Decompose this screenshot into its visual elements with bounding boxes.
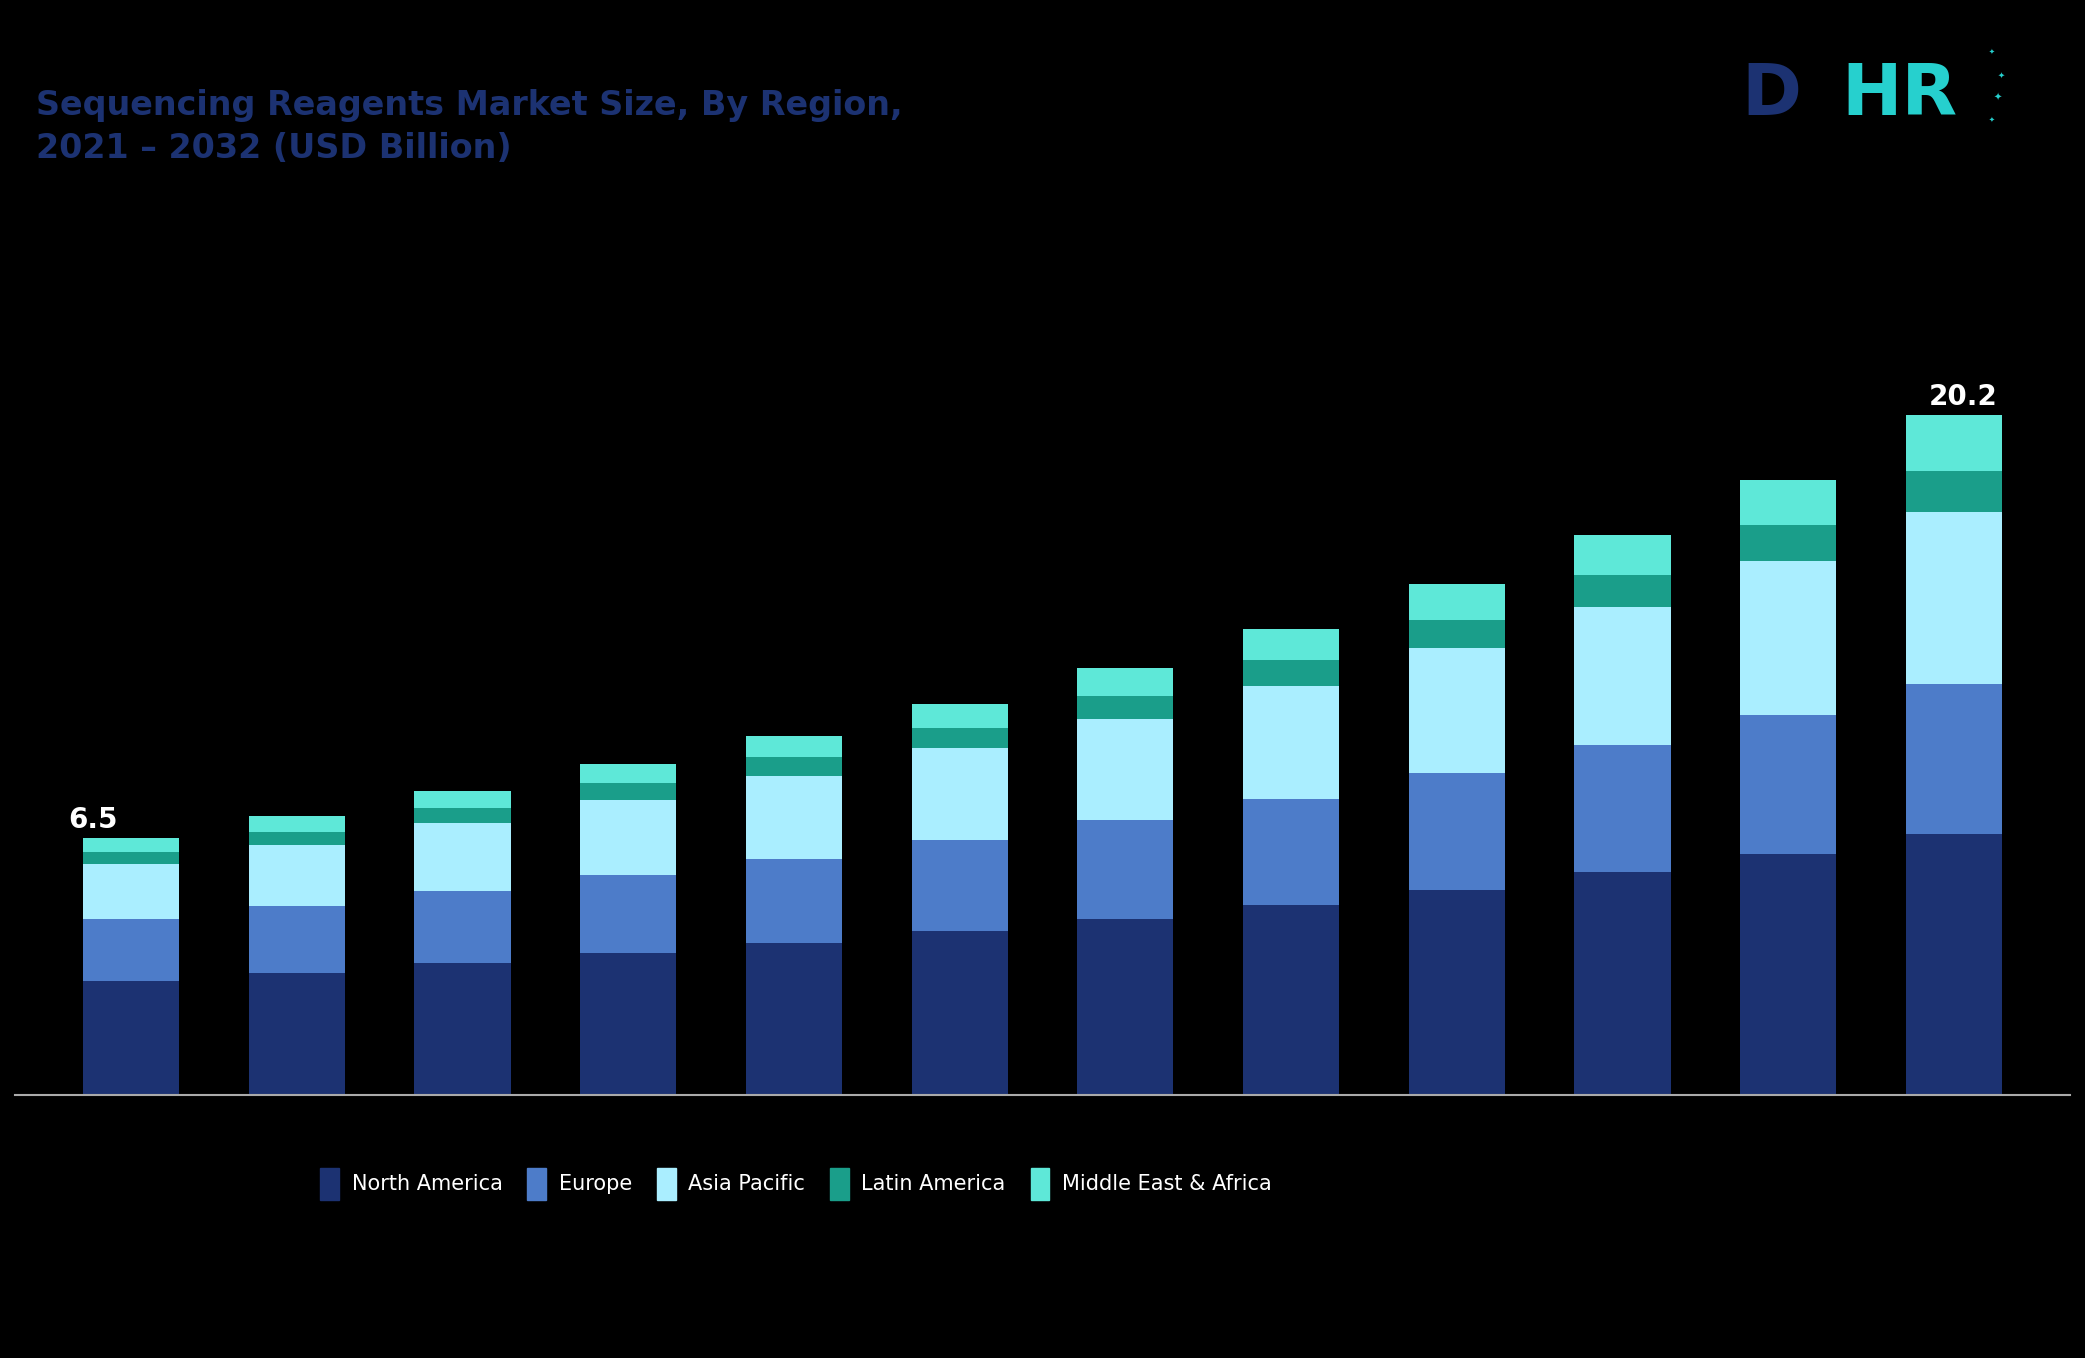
Bar: [248, 831, 344, 845]
Bar: [1741, 479, 1837, 526]
Bar: [415, 963, 511, 1096]
Bar: [1409, 773, 1505, 889]
Bar: [1574, 607, 1670, 746]
Bar: [746, 736, 842, 758]
Bar: [1741, 526, 1837, 561]
Legend: North America, Europe, Asia Pacific, Latin America, Middle East & Africa: North America, Europe, Asia Pacific, Lat…: [313, 1160, 1280, 1209]
Text: 20.2: 20.2: [1929, 383, 1997, 411]
Bar: [1409, 889, 1505, 1096]
Text: ✦: ✦: [1993, 92, 2002, 103]
Text: Sequencing Reagents Market Size, By Region,
2021 – 2032 (USD Billion): Sequencing Reagents Market Size, By Regi…: [35, 88, 903, 166]
Bar: [911, 748, 1007, 841]
Bar: [83, 919, 179, 980]
Bar: [1574, 872, 1670, 1096]
Bar: [1906, 414, 2002, 471]
Bar: [1906, 834, 2002, 1096]
Bar: [911, 728, 1007, 748]
Bar: [1243, 686, 1339, 799]
Text: D: D: [1741, 61, 1801, 130]
Bar: [415, 790, 511, 808]
Bar: [1574, 574, 1670, 607]
Bar: [248, 816, 344, 831]
Bar: [746, 758, 842, 775]
Bar: [911, 703, 1007, 728]
Bar: [1243, 629, 1339, 660]
Bar: [1078, 919, 1174, 1096]
Text: ✦: ✦: [1989, 49, 1993, 54]
Bar: [248, 972, 344, 1096]
Bar: [1409, 619, 1505, 648]
Bar: [415, 808, 511, 823]
Text: 6.5: 6.5: [69, 807, 117, 834]
Bar: [248, 845, 344, 906]
Bar: [1574, 535, 1670, 574]
Bar: [746, 942, 842, 1096]
Bar: [580, 765, 676, 784]
Bar: [83, 864, 179, 919]
Bar: [746, 858, 842, 942]
Bar: [1741, 561, 1837, 716]
Bar: [1741, 716, 1837, 854]
Bar: [580, 875, 676, 953]
Bar: [248, 906, 344, 972]
Bar: [1409, 584, 1505, 619]
Bar: [1906, 471, 2002, 512]
Bar: [911, 841, 1007, 932]
Bar: [911, 932, 1007, 1096]
Bar: [415, 891, 511, 963]
Bar: [1741, 854, 1837, 1096]
Bar: [415, 823, 511, 891]
Bar: [1243, 906, 1339, 1096]
Bar: [1078, 820, 1174, 919]
Bar: [1243, 799, 1339, 906]
Bar: [580, 800, 676, 875]
Bar: [1906, 512, 2002, 684]
Bar: [580, 784, 676, 800]
Bar: [83, 838, 179, 851]
Bar: [580, 953, 676, 1096]
Text: ✦: ✦: [1997, 71, 2006, 79]
Bar: [1078, 668, 1174, 697]
Bar: [1078, 718, 1174, 820]
Bar: [1078, 697, 1174, 718]
Text: ✦: ✦: [1989, 117, 1993, 122]
Bar: [746, 775, 842, 858]
Bar: [1409, 648, 1505, 773]
Bar: [1906, 684, 2002, 834]
Text: HR: HR: [1841, 61, 1958, 130]
Bar: [1574, 746, 1670, 872]
Bar: [83, 980, 179, 1096]
Bar: [1243, 660, 1339, 686]
Bar: [83, 851, 179, 864]
